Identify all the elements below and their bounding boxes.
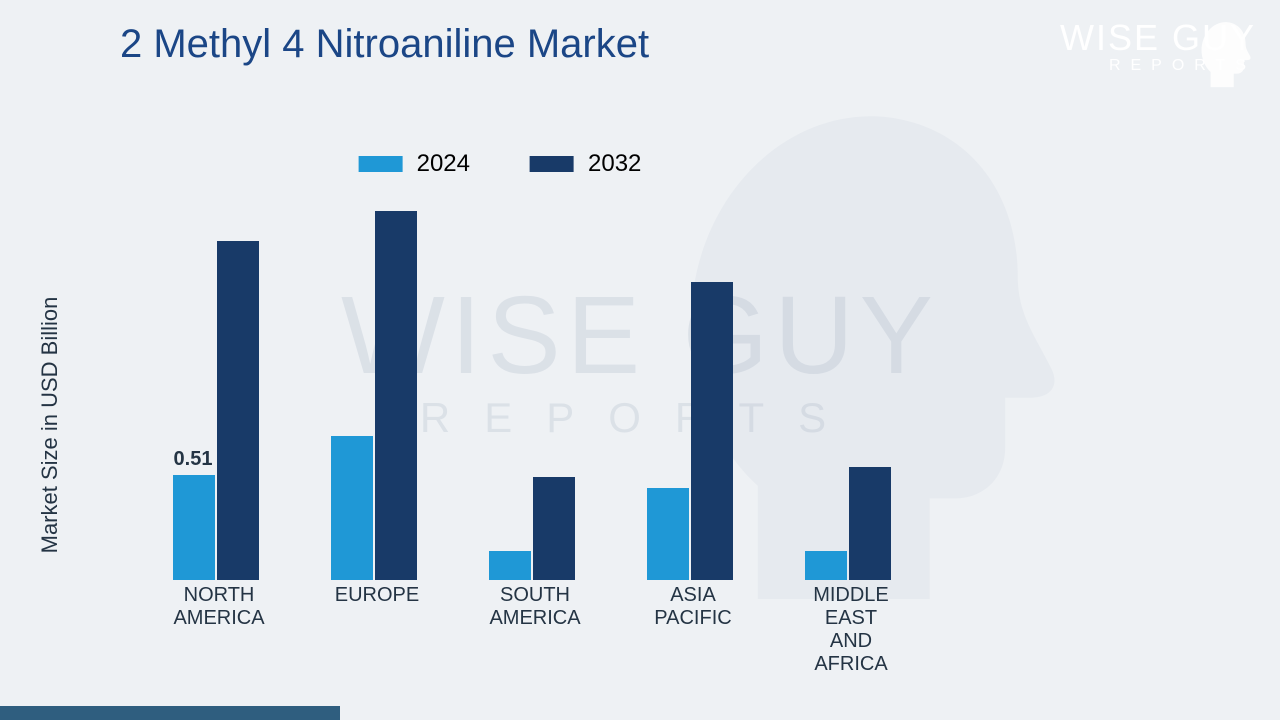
brand-head-icon [1188, 20, 1258, 90]
legend-item-2032: 2032 [530, 150, 641, 178]
bar [849, 467, 891, 580]
x-axis-label: MIDDLEEASTANDAFRICA [781, 584, 921, 676]
x-axis-label: EUROPE [307, 584, 447, 607]
bar [691, 282, 733, 580]
x-axis-label: SOUTHAMERICA [465, 584, 605, 630]
x-axis-label: ASIAPACIFIC [623, 584, 763, 630]
bar-group: 0.51 [159, 190, 279, 580]
plot-area: 0.51 [140, 190, 930, 580]
bar-group [475, 190, 595, 580]
bar [805, 551, 847, 580]
report-graphic: WISE GUY REPORTS WISE GUY REPORTS 2 Meth… [0, 0, 1280, 720]
bar [533, 477, 575, 580]
bar [489, 551, 531, 580]
x-axis-label: NORTHAMERICA [149, 584, 289, 630]
bar [173, 475, 215, 580]
legend-label: 2032 [588, 150, 641, 178]
bar [331, 436, 373, 580]
legend-item-2024: 2024 [359, 150, 470, 178]
legend: 2024 2032 [359, 150, 642, 178]
bar-group [633, 190, 753, 580]
bar [217, 241, 259, 580]
legend-swatch [530, 156, 574, 172]
chart-title: 2 Methyl 4 Nitroaniline Market [120, 22, 649, 67]
bottom-accent-strip [0, 706, 340, 720]
bar-chart: Market Size in USD Billion 2024 2032 0.5… [50, 160, 950, 690]
y-axis-label: Market Size in USD Billion [37, 297, 63, 554]
bar-group [791, 190, 911, 580]
bar-group [317, 190, 437, 580]
bar [375, 211, 417, 580]
legend-label: 2024 [417, 150, 470, 178]
legend-swatch [359, 156, 403, 172]
bar [647, 488, 689, 580]
